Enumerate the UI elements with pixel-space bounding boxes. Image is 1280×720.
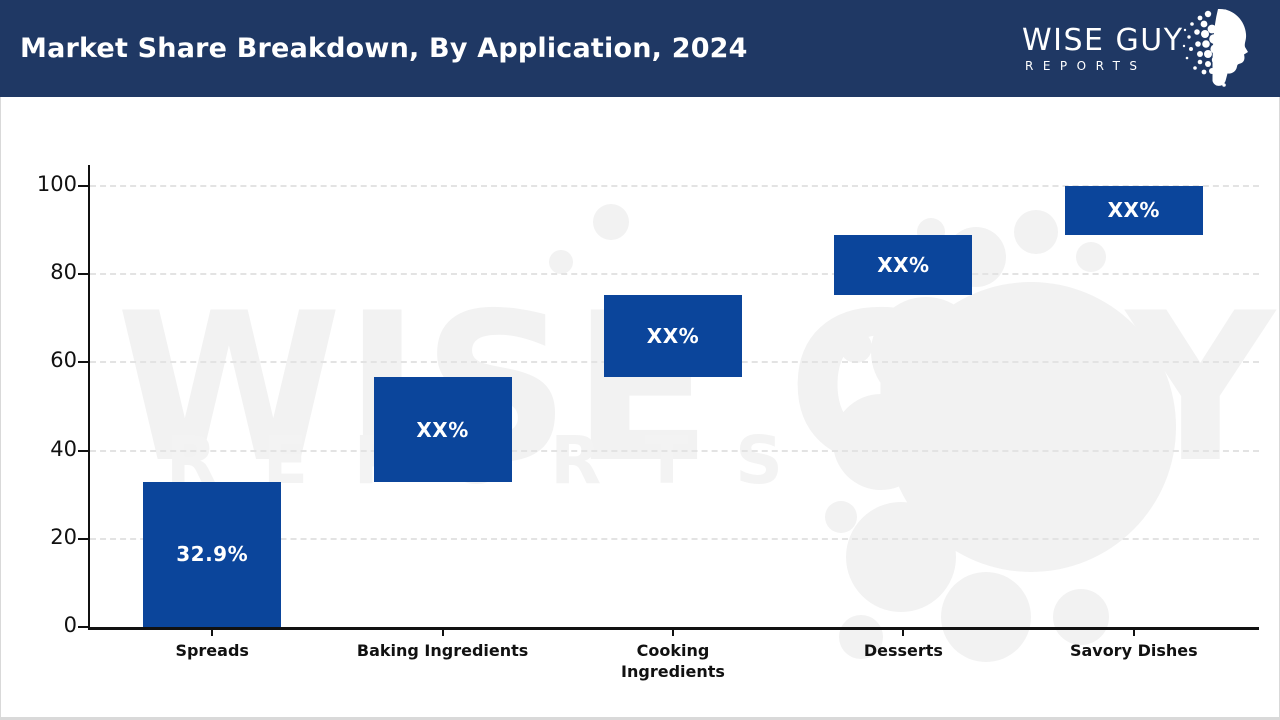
- logo-wordmark: WISE GUY REPORTS: [1022, 25, 1184, 73]
- logo-wordmark-line1: WISE GUY: [1022, 23, 1184, 59]
- x-axis-tick-mark: [902, 630, 905, 636]
- y-axis-tick-mark: [78, 626, 88, 628]
- x-axis-category-label: Spreads: [175, 641, 249, 660]
- y-axis-tick-mark: [78, 537, 88, 540]
- gridline-80: [90, 273, 1259, 276]
- x-axis-tick-mark: [672, 630, 674, 636]
- x-axis-tick-mark: [1132, 630, 1135, 636]
- y-axis-tick-label: 60: [50, 348, 77, 373]
- header: Market Share Breakdown, By Application, …: [0, 0, 1280, 97]
- y-axis-tick-mark: [78, 449, 88, 452]
- y-axis-tick-mark: [78, 361, 88, 364]
- y-axis-line: [88, 165, 90, 630]
- x-axis-category-label: Baking Ingredients: [356, 641, 529, 660]
- gridline-20: [90, 537, 1259, 540]
- bar-value-label: XX%: [877, 252, 930, 277]
- logo-wordmark-line2: REPORTS: [1025, 58, 1147, 73]
- bar-value-label: 32.9%: [176, 542, 249, 567]
- gridline-100: [90, 185, 1259, 187]
- y-axis-tick-label: 0: [63, 613, 77, 637]
- x-axis-tick-mark: [211, 630, 214, 636]
- y-axis-tick-label: 80: [50, 260, 77, 285]
- logo-face-icon: [1182, 8, 1248, 87]
- bar-savory-dishes: XX%: [1064, 186, 1203, 235]
- x-axis-category-label: Savory Dishes: [1069, 641, 1198, 660]
- bar-value-label: XX%: [1107, 198, 1160, 223]
- x-axis-category-label: Desserts: [863, 641, 943, 660]
- bar-baking-ingredients: XX%: [373, 377, 512, 482]
- y-axis-tick-label: 40: [50, 436, 77, 461]
- bar-value-label: XX%: [646, 324, 700, 349]
- y-axis-tick-mark: [78, 273, 88, 276]
- y-axis-tick-mark: [78, 185, 88, 187]
- bar-cooking-ingredients: XX%: [604, 295, 742, 378]
- x-axis-line: [88, 627, 1259, 630]
- x-axis-category-label: Cooking Ingredients: [621, 641, 725, 681]
- bar-desserts: XX%: [834, 234, 973, 296]
- bar-value-label: XX%: [416, 417, 469, 442]
- y-axis-tick-label: 100: [36, 172, 77, 196]
- wiseguy-logo: WISE GUY REPORTS: [1022, 6, 1272, 92]
- y-axis-tick-label: 20: [50, 524, 77, 549]
- chart-title: Market Share Breakdown, By Application, …: [20, 33, 748, 64]
- gridline-40: [90, 449, 1259, 452]
- x-axis-tick-mark: [441, 630, 444, 636]
- bar-spreads: 32.9%: [143, 481, 282, 627]
